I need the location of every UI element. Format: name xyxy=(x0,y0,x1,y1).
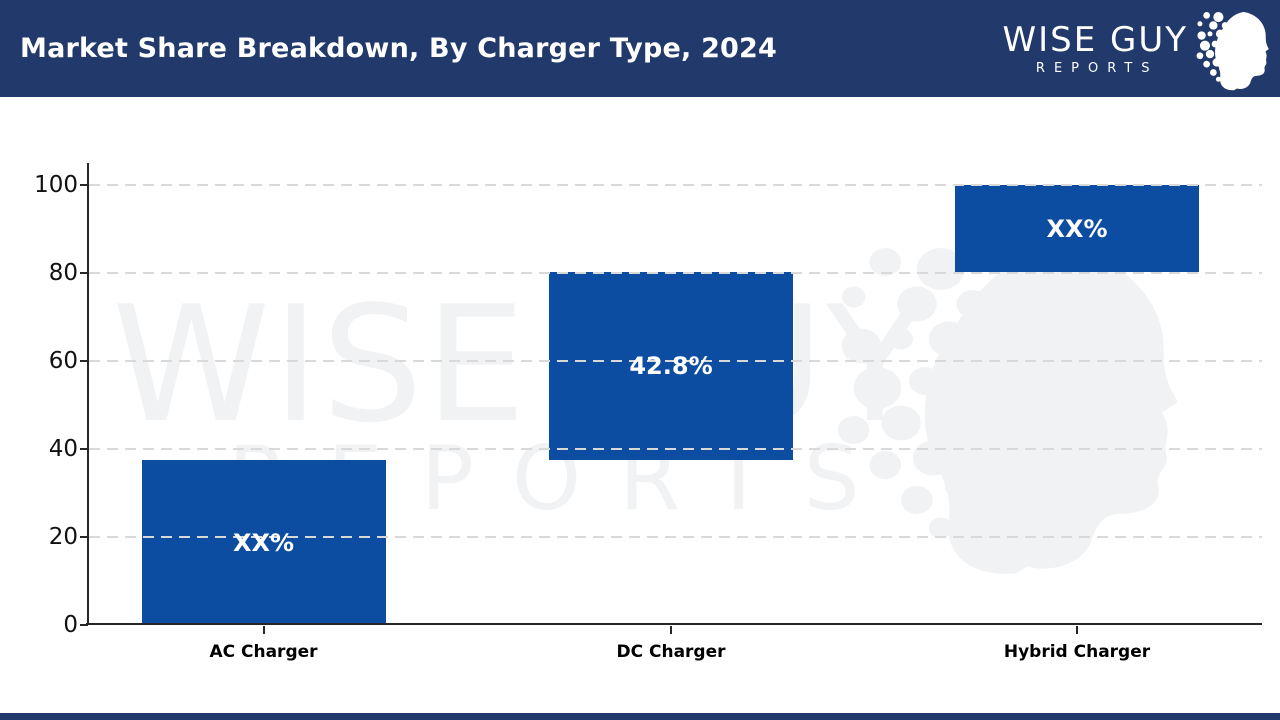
y-tick-60 xyxy=(80,360,88,362)
y-tick-100 xyxy=(80,184,88,186)
gridline-100 xyxy=(89,184,1262,186)
x-axis-line xyxy=(86,623,1262,625)
header: Market Share Breakdown, By Charger Type,… xyxy=(0,0,1280,97)
bar-ac-charger[interactable] xyxy=(141,460,386,625)
logo-head-icon xyxy=(1196,12,1269,91)
wise-guy-logo: WISE GUY REPORTS xyxy=(1002,6,1272,92)
bar-label-hybrid-charger: XX% xyxy=(1046,214,1108,243)
y-tick-40 xyxy=(80,448,88,450)
y-tick-label-40: 40 xyxy=(48,436,78,462)
gridline-20 xyxy=(89,536,1262,538)
x-label-dc-charger: DC Charger xyxy=(616,642,726,662)
page-title: Market Share Breakdown, By Charger Type,… xyxy=(20,33,778,64)
y-tick-label-80: 80 xyxy=(48,260,78,286)
y-tick-label-20: 20 xyxy=(48,524,78,550)
logo-wordmark: WISE GUY xyxy=(1002,19,1188,60)
bar-dc-charger[interactable] xyxy=(549,272,793,461)
x-label-ac-charger: AC Charger xyxy=(209,642,318,662)
logo-text: WISE GUY REPORTS xyxy=(1002,21,1188,78)
x-tick-ac-charger xyxy=(262,626,265,634)
x-label-hybrid-charger: Hybrid Charger xyxy=(1003,642,1151,662)
y-axis-line xyxy=(87,163,89,625)
x-tick-hybrid-charger xyxy=(1076,626,1078,634)
x-tick-dc-charger xyxy=(670,626,672,634)
bar-hybrid-charger[interactable] xyxy=(955,185,1199,273)
logo-subtext: REPORTS xyxy=(1035,60,1159,76)
y-tick-0 xyxy=(80,624,88,626)
y-tick-80 xyxy=(80,272,88,274)
y-tick-label-0: 0 xyxy=(63,612,78,638)
y-tick-20 xyxy=(80,536,88,538)
footer-bar xyxy=(0,713,1280,720)
watermark-head-icon xyxy=(837,248,1178,574)
bar-label-ac-charger: XX% xyxy=(232,528,295,557)
y-tick-label-60: 60 xyxy=(48,348,78,374)
y-tick-label-100: 100 xyxy=(34,172,78,198)
bar-label-dc-charger: 42.8% xyxy=(629,352,713,381)
gridline-80 xyxy=(89,272,1262,274)
chart-area: WISE GUY REPORTS 0 20 40 60 80 100 XX% AC Charg… xyxy=(0,97,1280,713)
gridline-40 xyxy=(89,448,1262,450)
gridline-60 xyxy=(89,360,1262,362)
